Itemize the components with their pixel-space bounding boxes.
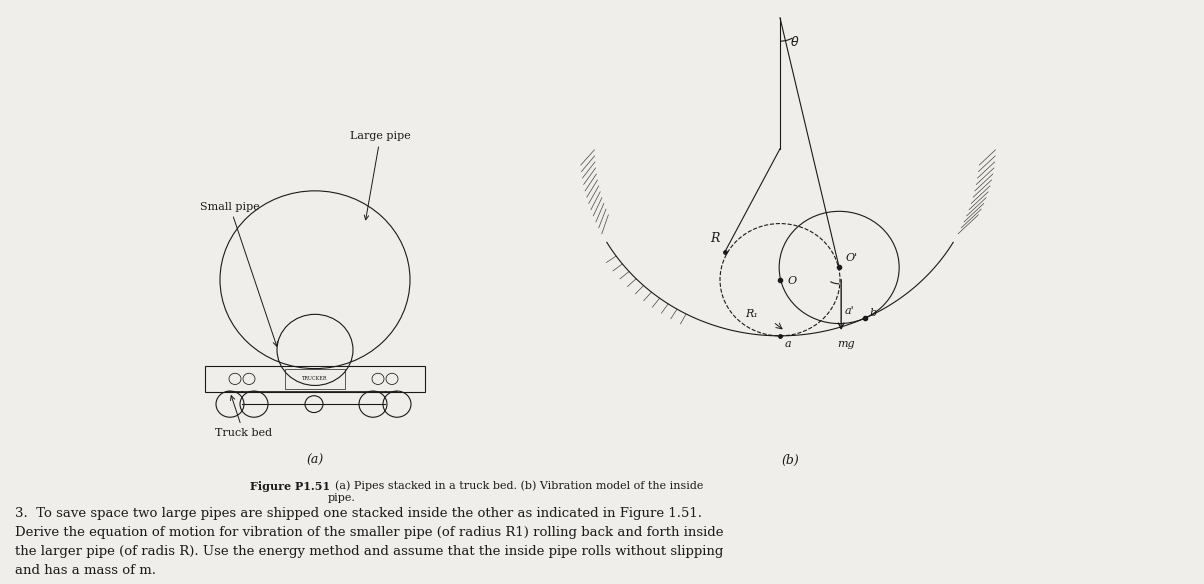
Text: Large pipe: Large pipe [350,131,411,220]
Text: mg: mg [837,339,855,349]
Text: TRUCKER: TRUCKER [302,376,327,381]
Text: Truck bed: Truck bed [216,395,272,438]
Text: O': O' [845,253,857,263]
Text: (b): (b) [781,454,799,467]
Text: 3.  To save space two large pipes are shipped one stacked inside the other as in: 3. To save space two large pipes are shi… [14,507,724,577]
Bar [205,366,425,392]
Text: a': a' [844,305,854,315]
Text: R: R [710,232,719,245]
Text: b: b [869,308,877,318]
Text: Figure P1.51: Figure P1.51 [250,481,330,492]
Text: (a): (a) [306,454,324,467]
Bar [285,369,346,389]
Text: $\theta$: $\theta$ [790,35,799,49]
Text: a: a [785,339,791,349]
Text: (a) Pipes stacked in a truck bed. (b) Vibration model of the inside
pipe.: (a) Pipes stacked in a truck bed. (b) Vi… [327,481,703,503]
Text: R₁: R₁ [745,309,757,319]
Text: Small pipe: Small pipe [200,201,277,346]
Text: O: O [787,276,797,286]
